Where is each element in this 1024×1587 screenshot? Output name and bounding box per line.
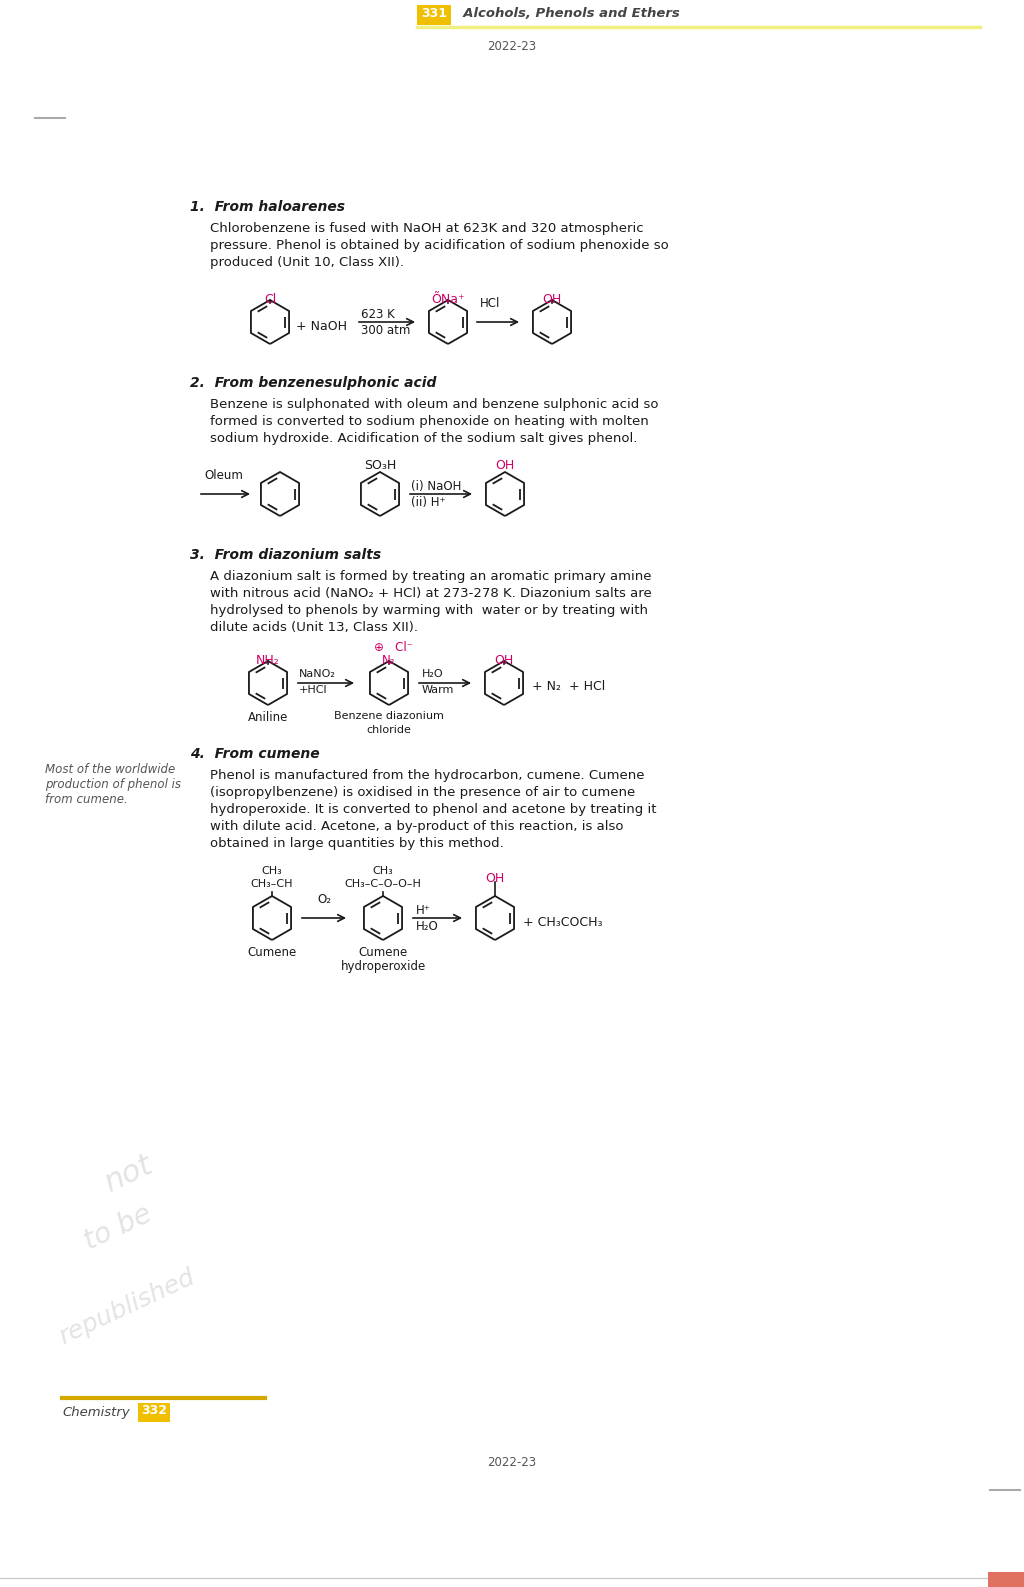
Text: NaNO₂: NaNO₂ [299,670,336,679]
Text: not: not [100,1151,158,1198]
Text: hydroperoxide. It is converted to phenol and acetone by treating it: hydroperoxide. It is converted to phenol… [210,803,656,816]
Text: sodium hydroxide. Acidification of the sodium salt gives phenol.: sodium hydroxide. Acidification of the s… [210,432,637,444]
Text: ÕNa⁺: ÕNa⁺ [431,294,465,306]
Text: 4.  From cumene: 4. From cumene [190,747,319,762]
Text: pressure. Phenol is obtained by acidification of sodium phenoxide so: pressure. Phenol is obtained by acidific… [210,240,669,252]
Text: H₂O: H₂O [416,920,438,933]
Text: Chlorobenzene is fused with NaOH at 623K and 320 atmospheric: Chlorobenzene is fused with NaOH at 623K… [210,222,644,235]
Text: CH₃: CH₃ [373,867,393,876]
Text: 2.  From benzenesulphonic acid: 2. From benzenesulphonic acid [190,376,436,390]
Text: 623 K: 623 K [361,308,394,321]
Text: Oleum: Oleum [204,470,243,482]
FancyBboxPatch shape [138,1403,170,1422]
Text: + NaOH: + NaOH [296,319,347,333]
Text: Benzene is sulphonated with oleum and benzene sulphonic acid so: Benzene is sulphonated with oleum and be… [210,398,658,411]
Text: Cl: Cl [264,294,276,306]
Text: 2022-23: 2022-23 [487,40,537,52]
Text: Cumene: Cumene [248,946,297,959]
Text: (isopropylbenzene) is oxidised in the presence of air to cumene: (isopropylbenzene) is oxidised in the pr… [210,786,635,798]
Text: with nitrous acid (NaNO₂ + HCl) at 273-278 K. Diazonium salts are: with nitrous acid (NaNO₂ + HCl) at 273-2… [210,587,651,600]
Text: 1.  From haloarenes: 1. From haloarenes [190,200,345,214]
Text: formed is converted to sodium phenoxide on heating with molten: formed is converted to sodium phenoxide … [210,414,649,428]
Text: to be: to be [80,1200,157,1255]
Text: SO₃H: SO₃H [364,459,396,471]
Text: OH: OH [543,294,561,306]
Text: Cumene: Cumene [358,946,408,959]
Text: + CH₃COCH₃: + CH₃COCH₃ [523,916,602,928]
Text: hydrolysed to phenols by warming with  water or by treating with: hydrolysed to phenols by warming with wa… [210,605,648,617]
Text: O₂: O₂ [317,893,331,906]
Text: CH₃–CH: CH₃–CH [251,879,293,889]
FancyBboxPatch shape [988,1573,1024,1587]
Text: 300 atm: 300 atm [361,324,411,336]
Text: Chemistry: Chemistry [62,1406,130,1419]
Text: obtained in large quantities by this method.: obtained in large quantities by this met… [210,836,504,851]
Text: +HCl: +HCl [299,686,328,695]
Text: produced (Unit 10, Class XII).: produced (Unit 10, Class XII). [210,256,404,270]
Text: Alcohols, Phenols and Ethers: Alcohols, Phenols and Ethers [454,6,680,21]
Text: A diazonium salt is formed by treating an aromatic primary amine: A diazonium salt is formed by treating a… [210,570,651,582]
Text: Aniline: Aniline [248,711,288,724]
Text: with dilute acid. Acetone, a by-product of this reaction, is also: with dilute acid. Acetone, a by-product … [210,820,624,833]
Text: H⁺: H⁺ [416,905,431,917]
Text: OH: OH [495,654,514,667]
Text: (ii) H⁺: (ii) H⁺ [411,497,445,509]
Text: OH: OH [496,459,515,471]
Text: (i) NaOH: (i) NaOH [411,479,462,494]
Text: CH₃: CH₃ [261,867,283,876]
Text: 2022-23: 2022-23 [487,1455,537,1470]
Text: NH₂: NH₂ [256,654,280,667]
Text: OH: OH [485,871,505,886]
Text: Most of the worldwide
production of phenol is
from cumene.: Most of the worldwide production of phen… [45,763,181,806]
Text: + N₂  + HCl: + N₂ + HCl [532,681,605,694]
Text: Phenol is manufactured from the hydrocarbon, cumene. Cumene: Phenol is manufactured from the hydrocar… [210,770,644,782]
Text: 332: 332 [141,1404,167,1417]
Text: Benzene diazonium: Benzene diazonium [334,711,444,720]
Text: 3.  From diazonium salts: 3. From diazonium salts [190,548,381,562]
Text: chloride: chloride [367,725,412,735]
FancyBboxPatch shape [417,5,451,25]
Text: hydroperoxide: hydroperoxide [340,960,426,973]
Text: Warm: Warm [422,686,455,695]
Text: H₂O: H₂O [422,670,443,679]
Text: dilute acids (Unit 13, Class XII).: dilute acids (Unit 13, Class XII). [210,621,418,633]
Text: CH₃–C–O–O–H: CH₃–C–O–O–H [344,879,422,889]
Text: republished: republished [55,1265,199,1349]
Text: ⊕   Cl⁻: ⊕ Cl⁻ [374,641,413,654]
Text: N₂: N₂ [382,654,395,667]
Text: HCl: HCl [480,297,501,309]
Text: 331: 331 [421,6,447,21]
